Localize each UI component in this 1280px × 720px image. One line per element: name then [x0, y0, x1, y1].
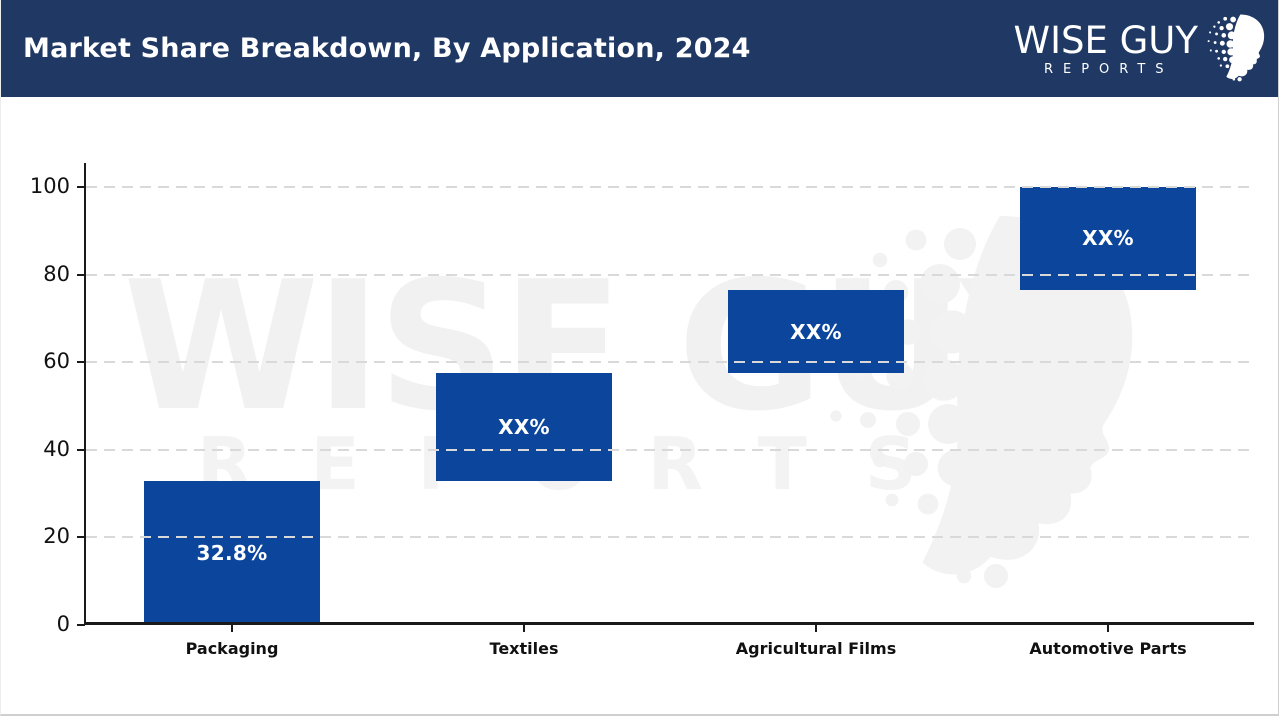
plot-area: 32.8% Packaging XX% Textiles XX% Agricultural…	[30, 163, 1254, 658]
y-axis-tick-20	[77, 536, 85, 539]
bar-textiles: XX%	[436, 373, 612, 482]
logo-wordmark: WISE GUY REPORTS	[1014, 22, 1198, 77]
y-axis-tick-label-40: 40	[43, 436, 70, 461]
logo-wordmark-line1: WISE GUY	[1013, 19, 1198, 62]
x-axis-category-label-textiles: Textiles	[489, 639, 559, 658]
y-axis-tick-label-80: 80	[43, 261, 70, 286]
bar-packaging: 32.8%	[144, 481, 320, 625]
logo-wordmark-line2: REPORTS	[1043, 62, 1174, 77]
page-title: Market Share Breakdown, By Application, …	[23, 33, 751, 64]
x-axis-tick-packaging	[231, 625, 233, 632]
x-axis-category-label-agricultural-films: Agricultural Films	[735, 639, 897, 658]
bar-value-label-agricultural-films: XX%	[790, 319, 842, 344]
y-axis-tick-0	[77, 624, 85, 626]
bar-value-label-textiles: XX%	[498, 415, 550, 440]
bar-agricultural-films: XX%	[728, 289, 904, 374]
logo-face-icon	[1207, 13, 1265, 81]
bar-value-label-packaging: 32.8%	[196, 541, 268, 566]
gridline-80	[86, 273, 1254, 276]
x-axis-tick-agricultural-films	[815, 625, 817, 632]
y-axis-tick-label-60: 60	[43, 349, 70, 374]
y-axis-line	[84, 163, 86, 625]
wise-guy-logo: WISE GUY REPORTS	[1014, 0, 1272, 97]
y-axis-tick-label-0: 0	[56, 612, 70, 636]
gridline-60	[86, 361, 1254, 364]
x-axis-line	[84, 622, 1254, 625]
x-axis-tick-automotive-parts	[1107, 625, 1109, 632]
bar-automotive-parts: XX%	[1020, 187, 1196, 290]
x-axis-tick-textiles	[523, 625, 525, 632]
gridline-100	[86, 186, 1254, 188]
y-axis-tick-40	[77, 448, 85, 451]
gridline-20	[86, 536, 1254, 539]
header-bar: Market Share Breakdown, By Application, …	[1, 0, 1278, 97]
x-axis-category-label-packaging: Packaging	[185, 639, 279, 658]
x-axis-category-label-automotive-parts: Automotive Parts	[1029, 639, 1187, 658]
y-axis-tick-100	[77, 186, 85, 188]
gridline-40	[86, 448, 1254, 451]
bar-value-label-automotive-parts: XX%	[1082, 226, 1134, 251]
y-axis-tick-80	[77, 273, 85, 276]
y-axis-tick-label-20: 20	[43, 524, 70, 549]
y-axis-tick-60	[77, 361, 85, 364]
y-axis-tick-label-100: 100	[29, 174, 70, 198]
